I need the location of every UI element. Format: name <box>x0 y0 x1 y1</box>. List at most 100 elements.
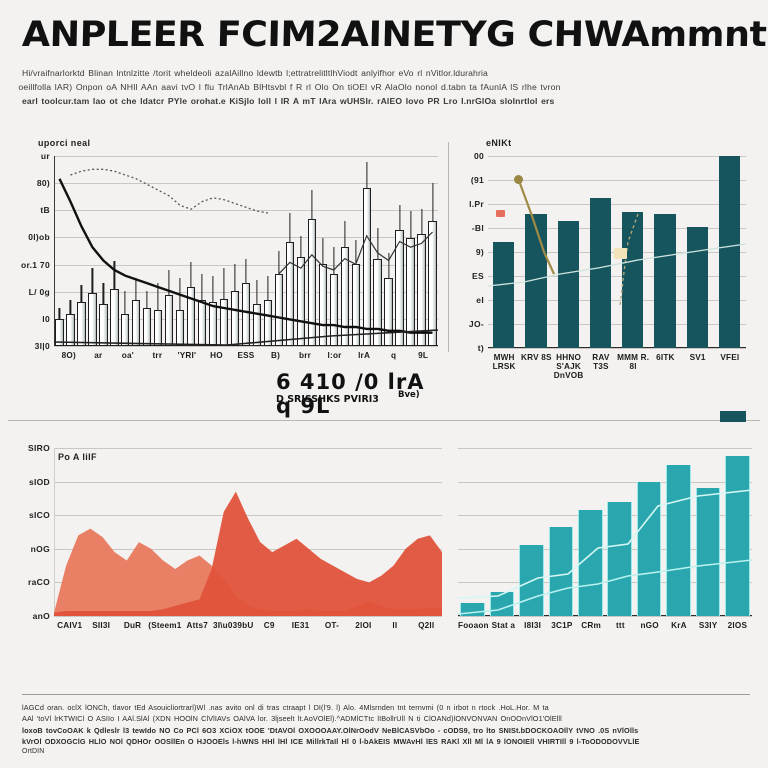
top-right-plot-area: 00 (91 l.Pr -Bl 9) ES eI JO-t) MWH LRSK KRV 8S HH… <box>469 151 747 380</box>
ohlc-bar[interactable] <box>132 156 141 346</box>
ohlc-bar[interactable] <box>55 156 64 346</box>
y-axis-tick: L/ 0g <box>28 286 50 297</box>
ohlc-bar[interactable] <box>241 156 251 346</box>
ohlc-bar[interactable] <box>143 156 152 346</box>
ohlc-bar[interactable] <box>66 156 75 346</box>
ohlc-bar-wick <box>69 300 72 314</box>
bar[interactable] <box>589 198 612 348</box>
footer-line-4: kVrOl ODXOGClG HLlO NOl QDHOr OOSllEn O … <box>22 736 640 746</box>
bar-fill <box>636 481 662 616</box>
bar[interactable] <box>654 213 676 348</box>
ohlc-bar[interactable] <box>77 156 86 346</box>
ohlc-bar-wick <box>366 161 368 189</box>
ohlc-bar[interactable] <box>88 156 97 346</box>
top-left-bars-layer <box>54 156 438 346</box>
top-left-line-overlays <box>53 168 439 346</box>
ohlc-bar[interactable] <box>307 156 316 346</box>
bar-fill <box>654 213 676 348</box>
chart-panel-top-right[interactable]: eNIKt 00 (91 l.Pr -Bl 9) ES eI JO-t) MWH LRSK KR… <box>452 138 760 422</box>
ohlc-bar[interactable] <box>417 156 426 346</box>
line-series <box>457 489 753 599</box>
ohlc-bar[interactable] <box>428 156 437 346</box>
x-axis-tick-label: ttt <box>616 621 625 630</box>
x-axis-tick-label: Stat a <box>491 621 516 630</box>
bar[interactable] <box>557 221 579 348</box>
bar[interactable] <box>666 464 691 616</box>
chart-panel-bottom-left[interactable]: Po A lilF SIRO sIOD sICO nOG raCO anO CAIV1 SI… <box>8 426 448 682</box>
bar[interactable] <box>493 242 515 348</box>
x-axis-tick-label: S3IY <box>698 621 718 630</box>
x-axis-tick-label: VFEl <box>720 353 740 362</box>
ohlc-bar[interactable] <box>165 156 174 346</box>
ohlc-bar-body <box>66 313 75 346</box>
ohlc-bar-body <box>55 319 64 346</box>
ohlc-bar-wick <box>212 275 214 303</box>
ohlc-bar[interactable] <box>285 156 295 346</box>
ohlc-bar[interactable] <box>230 156 240 346</box>
bar[interactable] <box>548 526 574 616</box>
ohlc-bar-wick <box>102 283 104 305</box>
y-axis-tick: ur <box>40 151 50 161</box>
bar-fill <box>622 211 644 348</box>
y-axis-tick: nOG <box>30 543 50 554</box>
ohlc-bar-body <box>176 309 185 346</box>
ohlc-bar-body <box>197 300 207 346</box>
gridline <box>54 346 438 347</box>
ohlc-bar[interactable] <box>373 156 382 346</box>
ohlc-bar[interactable] <box>99 156 108 346</box>
bar[interactable] <box>724 456 750 616</box>
top-left-chart-label: uporci neal <box>38 138 91 148</box>
bar-fill <box>493 242 515 348</box>
ohlc-bar[interactable] <box>362 156 371 346</box>
x-axis-tick-label: 'YRI' <box>177 351 197 360</box>
ohlc-bar[interactable] <box>274 156 284 346</box>
bar[interactable] <box>695 488 721 616</box>
bar-fill <box>686 227 708 348</box>
gridline <box>488 348 746 349</box>
ohlc-bar-body <box>329 273 338 346</box>
ohlc-bar[interactable] <box>197 156 207 346</box>
ohlc-bar-body <box>274 273 284 346</box>
ohlc-bar[interactable] <box>110 156 119 346</box>
ohlc-bar[interactable] <box>340 156 349 346</box>
bottom-left-chart-label: Po A lilF <box>58 452 97 462</box>
subtitle-line-2: oeillfolla lAR) Onpon oA NHIl AAn aavi t… <box>18 81 561 92</box>
y-axis-tick: -Bl <box>471 223 484 233</box>
ohlc-bar[interactable] <box>263 156 273 346</box>
ohlc-bar[interactable] <box>252 156 262 346</box>
top-left-y-axis <box>54 156 55 346</box>
ohlc-bar[interactable] <box>395 156 404 346</box>
bar[interactable] <box>607 501 633 616</box>
y-axis-tick: raCO <box>28 577 50 588</box>
ohlc-bar[interactable] <box>154 156 163 346</box>
x-axis-tick-label: HO <box>210 351 223 360</box>
y-axis-tick: l0 <box>42 313 50 324</box>
panel-divider-horizontal <box>8 420 760 421</box>
ohlc-bar-wick <box>234 264 236 291</box>
bar[interactable] <box>718 156 741 348</box>
ohlc-bar-wick <box>377 228 379 259</box>
bar[interactable] <box>686 227 708 348</box>
ohlc-bar[interactable] <box>186 156 196 346</box>
ohlc-bar-wick <box>168 270 170 295</box>
bar-fill <box>557 221 579 348</box>
bar[interactable] <box>636 481 662 616</box>
ohlc-bar[interactable] <box>406 156 415 346</box>
ohlc-bar[interactable] <box>384 156 393 346</box>
bar[interactable] <box>577 510 603 616</box>
bar-fill <box>666 464 691 616</box>
bar[interactable] <box>622 211 644 348</box>
ohlc-bar[interactable] <box>318 156 327 346</box>
red-marker-icon <box>496 210 505 217</box>
chart-panel-bottom-right[interactable]: Fooaon Stat a I8I3I 3C1P CRm ttt nGO KrA S3IY 2lO… <box>452 426 760 682</box>
ohlc-bar[interactable] <box>296 156 306 346</box>
x-axis-tick-label: Fooaon <box>458 621 489 630</box>
ohlc-bar-body <box>132 300 141 346</box>
line-series <box>58 178 433 334</box>
x-axis-tick-label: IE31 <box>291 621 310 630</box>
chart-panel-top-left[interactable]: uporci neal ur 80) tB 0l)ob or.1 70 L/ 0g l0 3l… <box>8 138 448 420</box>
top-right-legend-swatch <box>720 411 746 422</box>
ohlc-bar[interactable] <box>121 156 130 346</box>
ohlc-bar-body <box>417 233 426 346</box>
ohlc-bar[interactable] <box>329 156 338 346</box>
